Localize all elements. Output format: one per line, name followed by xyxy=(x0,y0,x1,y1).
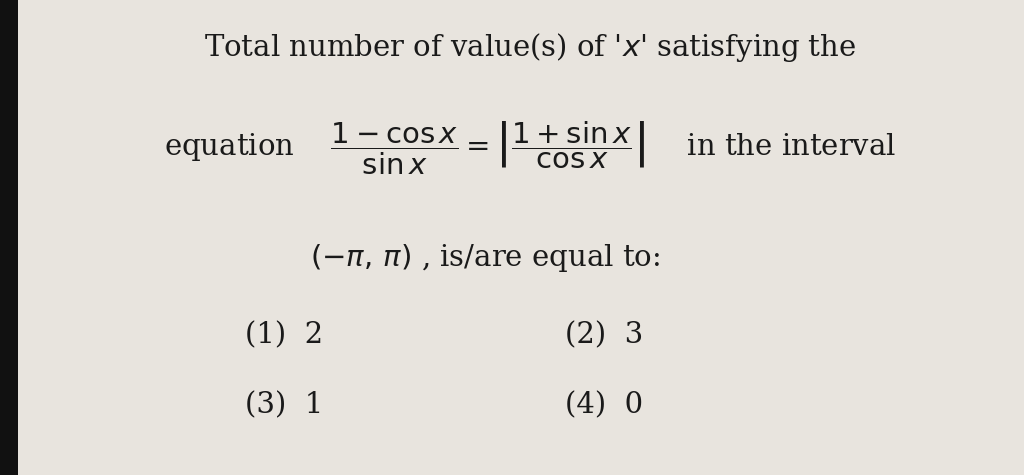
Text: (4)  0: (4) 0 xyxy=(565,391,643,419)
Text: Total number of value(s) of '$x$' satisfying the: Total number of value(s) of '$x$' satisf… xyxy=(204,31,856,65)
Text: $(-\pi,\, \pi)$ , is/are equal to:: $(-\pi,\, \pi)$ , is/are equal to: xyxy=(310,242,660,274)
Text: (3)  1: (3) 1 xyxy=(245,391,324,419)
Text: equation $\quad\dfrac{1-\cos x}{\sin x} = \left|\dfrac{1+\sin x}{\cos x}\right|\: equation $\quad\dfrac{1-\cos x}{\sin x} … xyxy=(164,119,896,177)
Bar xyxy=(0,0,18,475)
Text: (2)  3: (2) 3 xyxy=(565,321,643,349)
Text: (1)  2: (1) 2 xyxy=(245,321,324,349)
